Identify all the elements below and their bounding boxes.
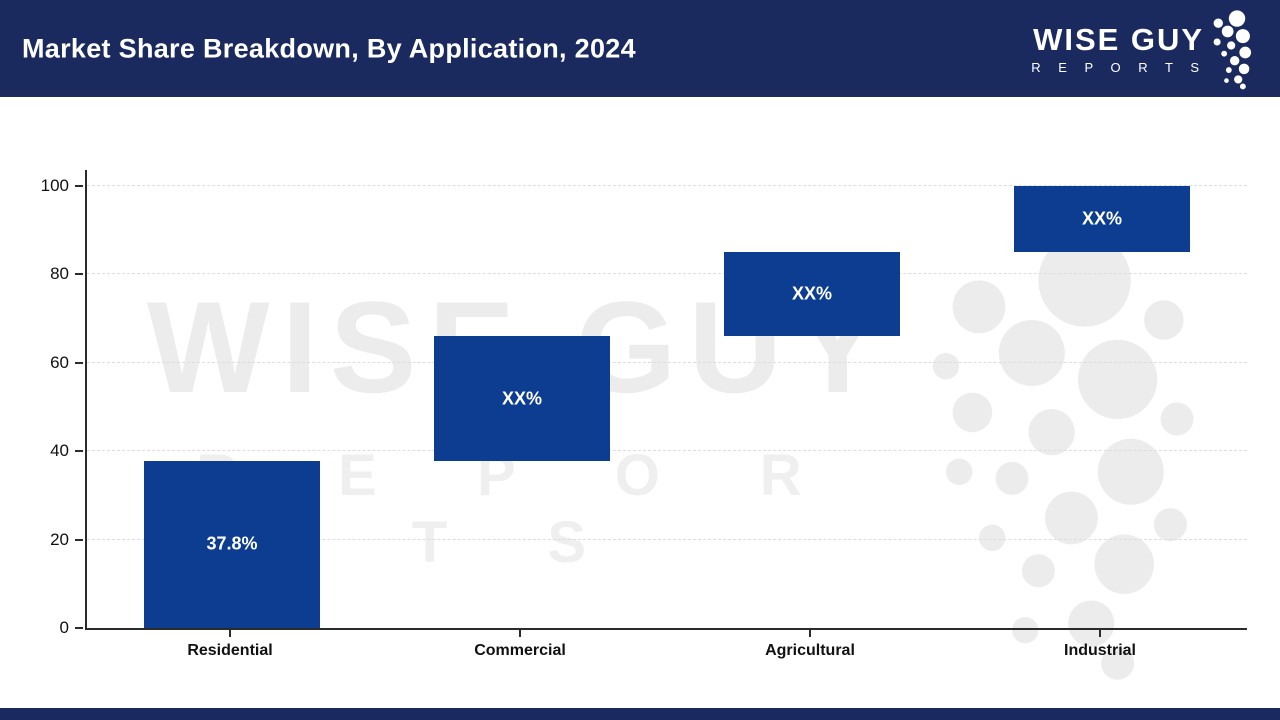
y-tick-mark <box>75 538 83 541</box>
x-axis-label: Agricultural <box>765 642 855 659</box>
y-tick-label: 60 <box>50 352 69 372</box>
footer-bar <box>0 708 1280 720</box>
bar-commercial: XX% <box>434 336 610 461</box>
y-tick-label: 80 <box>50 264 69 284</box>
x-tick-mark <box>229 630 231 637</box>
x-axis-label: Industrial <box>1063 642 1137 659</box>
x-axis-label: Residential <box>187 642 273 659</box>
y-tick-mark <box>75 361 83 364</box>
bar-value-label: XX% <box>1081 208 1123 229</box>
brand-name: WISE GUY <box>1033 22 1205 58</box>
bar-industrial: XX% <box>1014 186 1190 253</box>
y-axis: 0 20 40 60 80 100 <box>0 170 83 637</box>
brand-subname: R E P O R T S <box>1031 59 1206 75</box>
header-bar: Market Share Breakdown, By Application, … <box>0 0 1280 97</box>
gridline <box>87 538 1247 540</box>
y-tick-label: 20 <box>50 529 69 549</box>
x-axis-label: Commercial <box>474 642 566 659</box>
gridline <box>87 185 1247 186</box>
bar-residential: 37.8% <box>144 460 320 628</box>
page-title: Market Share Breakdown, By Application, … <box>22 33 636 63</box>
brand-logo-text: WISE GUY R E P O R T S <box>1031 22 1206 75</box>
brand-head-dots-icon <box>1213 10 1252 90</box>
x-tick-mark <box>519 630 521 637</box>
y-tick-label: 0 <box>59 618 69 637</box>
plot-area: 37.8% XX% XX% XX% <box>85 170 1247 630</box>
y-tick-mark <box>75 627 83 629</box>
bar-value-label: XX% <box>501 388 543 409</box>
x-tick-mark <box>809 630 811 637</box>
bar-value-label: XX% <box>791 283 833 304</box>
y-tick-mark <box>75 273 83 276</box>
y-tick-label: 100 <box>40 176 69 195</box>
x-axis: Residential Commercial Agricultural Industr… <box>85 630 1245 670</box>
y-tick-mark <box>75 450 83 453</box>
gridline <box>87 273 1247 275</box>
bar-agricultural: XX% <box>724 252 900 337</box>
brand-logo: WISE GUY R E P O R T S <box>1031 8 1266 90</box>
bar-value-label: 37.8% <box>206 533 258 554</box>
gridline <box>87 450 1247 452</box>
y-tick-mark <box>75 185 83 187</box>
x-tick-mark <box>1099 630 1101 637</box>
y-tick-label: 40 <box>50 441 69 461</box>
gridline <box>87 361 1247 363</box>
